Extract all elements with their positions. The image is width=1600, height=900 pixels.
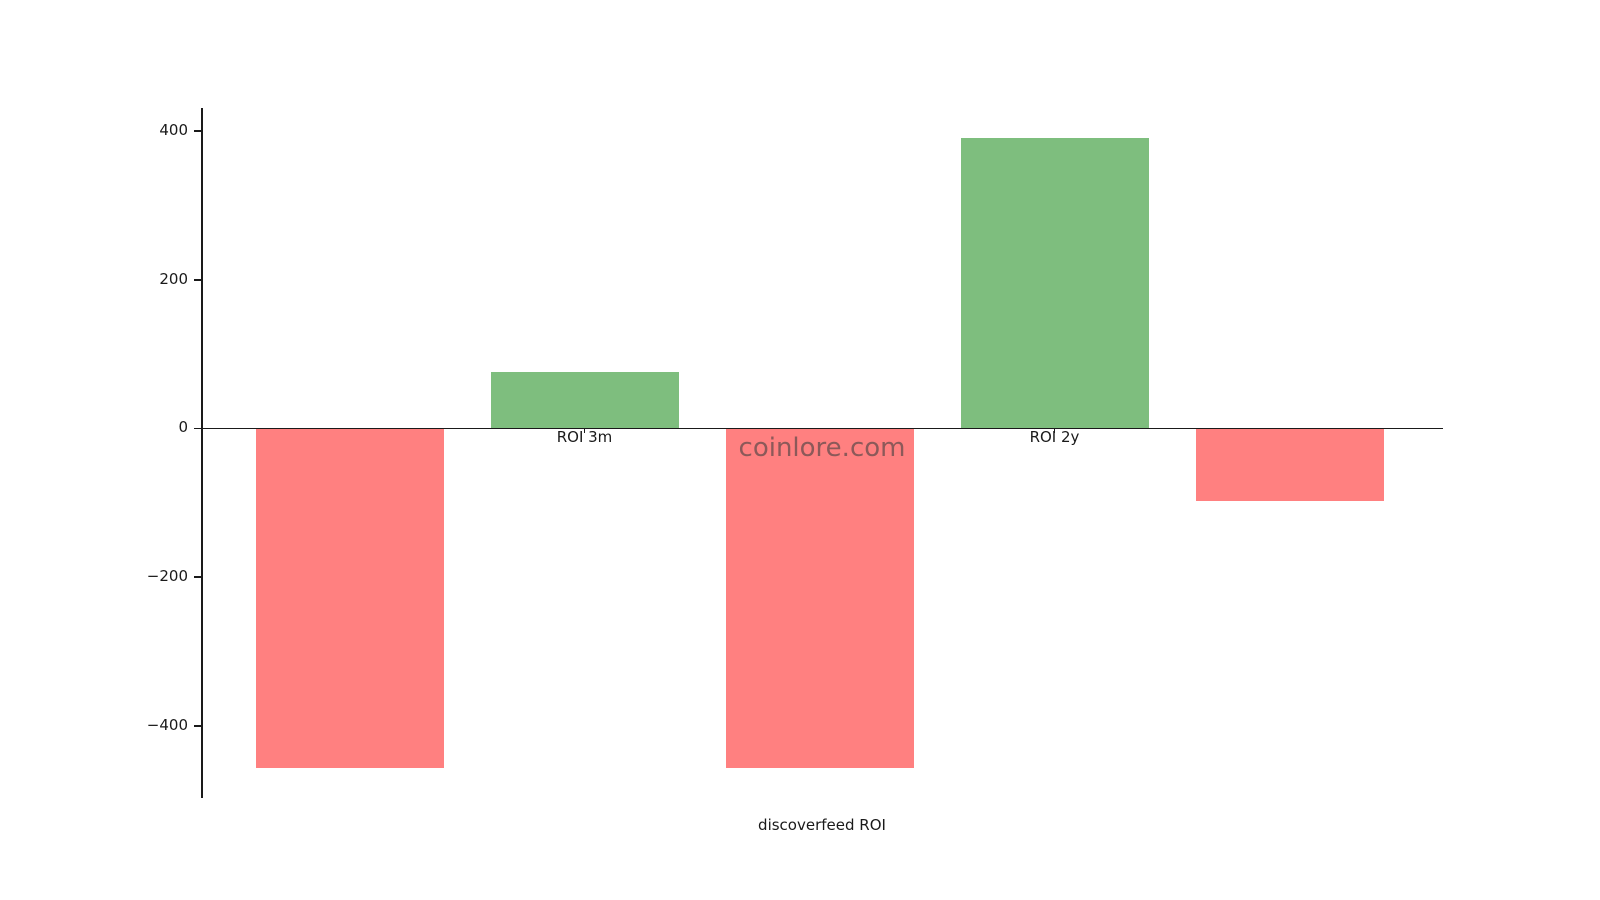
bar [255, 428, 444, 768]
x-tick [583, 428, 586, 434]
bar [1195, 428, 1384, 501]
y-tick-label: 400 [159, 121, 188, 140]
x-tick-label: ROI 2y [1029, 428, 1080, 447]
y-tick-label: −200 [146, 567, 188, 586]
watermark: coinlore.com [738, 433, 906, 463]
bar [960, 138, 1149, 429]
y-tick [194, 278, 201, 281]
x-axis-line [200, 427, 1443, 430]
x-tick [1053, 428, 1056, 434]
y-tick [194, 725, 201, 727]
bar [490, 371, 679, 429]
y-tick-label: 200 [159, 269, 188, 288]
y-tick [194, 576, 201, 578]
x-axis-title: discoverfeed ROI [758, 816, 886, 834]
y-tick [194, 130, 201, 132]
y-tick-label: 0 [178, 418, 188, 437]
y-tick-label: −400 [146, 715, 188, 734]
y-axis-spine [201, 108, 203, 798]
bar [725, 428, 914, 768]
x-tick-label: ROI 3m [556, 428, 613, 447]
y-tick [194, 427, 201, 430]
